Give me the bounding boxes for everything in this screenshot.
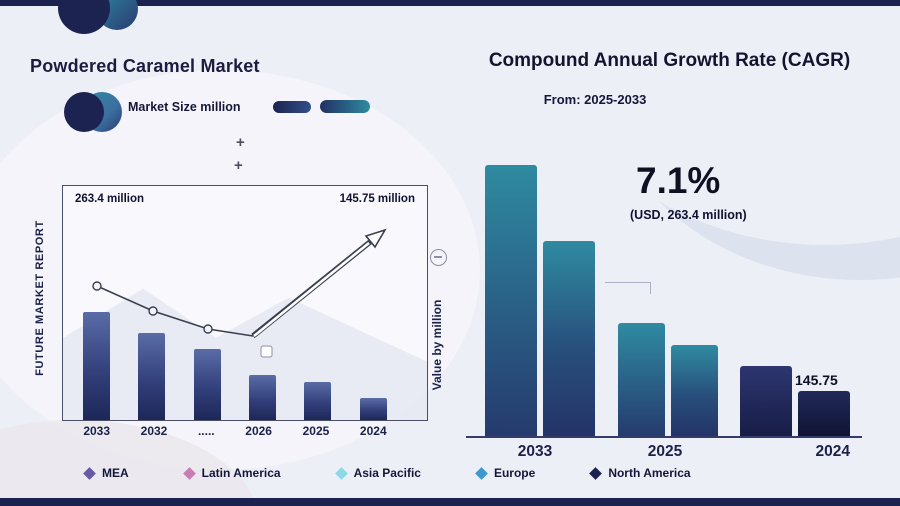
cagr-bar — [543, 241, 595, 437]
right-x-tick: 2024 — [815, 443, 850, 460]
plus-mark-icon: + — [236, 134, 245, 151]
legend-label: Asia Pacific — [353, 466, 421, 480]
cagr-bar — [798, 391, 850, 437]
cagr-value: 7.1% — [636, 160, 721, 201]
decor-pill-navy — [273, 101, 311, 113]
plus-mark-icon: + — [234, 157, 243, 174]
decor-step-line — [605, 282, 651, 294]
left-x-tick: ..... — [197, 424, 215, 438]
left-chart-title: Powdered Caramel Market — [30, 56, 260, 76]
cagr-bar — [740, 366, 792, 437]
bottom-border-strip — [0, 498, 900, 506]
minus-circle-icon — [430, 249, 447, 266]
left-x-tick: 2032 — [140, 424, 168, 438]
left-x-tick: 2024 — [359, 424, 387, 438]
top-border-strip — [0, 0, 900, 6]
legend-diamond-icon — [475, 466, 488, 480]
legend-label: Latin America — [201, 466, 281, 480]
legend-item: Latin America — [182, 466, 281, 480]
legend-label: Europe — [493, 466, 536, 480]
market-size-bar — [249, 375, 277, 420]
legend-diamond-icon — [83, 466, 96, 480]
left-x-tick: 2033 — [83, 424, 111, 438]
market-size-legend-label: Market Size million — [128, 100, 241, 114]
market-size-icon-navy-disc — [64, 92, 104, 132]
legend-item: North America — [589, 466, 691, 480]
legend-item: Europe — [475, 466, 536, 480]
right-x-tick: 2033 — [517, 443, 553, 460]
cagr-period-subtitle: From: 2025-2033 — [543, 92, 647, 107]
future-market-report-label: FUTURE MARKET REPORT — [34, 220, 46, 376]
left-chart-area: 263.4 million 145.75 million — [62, 185, 428, 421]
legend-diamond-icon — [334, 466, 348, 480]
footer-legend: MEA Latin America Asia Pacific Europe North … — [83, 466, 691, 480]
cagr-bar — [617, 323, 665, 437]
legend-diamond-icon — [589, 466, 603, 480]
right-chart-title: Compound Annual Growth Rate (CAGR) — [488, 50, 851, 71]
legend-label: North America — [608, 466, 691, 480]
right-chart-groups — [470, 160, 862, 437]
left-x-tick: 2025 — [302, 424, 330, 438]
value-145-label: 145.75 — [795, 372, 838, 388]
value-by-million-label: Value by million — [430, 299, 444, 391]
market-size-bar — [83, 312, 111, 420]
legend-item: MEA — [83, 466, 129, 480]
left-chart-xlabels: 2033 2032..... 2026 2025 2024 — [62, 424, 428, 438]
market-size-bar — [359, 398, 387, 420]
left-chart-bars — [63, 186, 427, 420]
market-size-bar — [304, 382, 332, 420]
bar-group-2033 — [485, 165, 595, 437]
right-chart-xlabels: 2033 2025 2024 — [470, 443, 862, 461]
bar-group-2025 — [617, 323, 718, 437]
legend-diamond-icon — [182, 466, 196, 480]
market-size-bar — [138, 333, 166, 420]
legend-item: Asia Pacific — [334, 466, 421, 480]
cagr-bar — [485, 165, 537, 437]
bar-group-2024 — [740, 366, 850, 437]
annotation-263-million: 263.4 million — [75, 193, 145, 205]
left-x-tick: 2026 — [245, 424, 272, 438]
market-size-icon — [64, 92, 122, 134]
cagr-usd-note: (USD, 263.4 million) — [630, 208, 747, 222]
market-size-bar — [193, 349, 221, 420]
cagr-bar — [670, 345, 718, 437]
decor-pill-teal — [320, 100, 370, 113]
right-x-tick: 2025 — [647, 443, 683, 460]
right-chart-axis — [466, 436, 862, 438]
legend-label: MEA — [102, 466, 129, 480]
annotation-145-million: 145.75 million — [339, 193, 415, 205]
corner-circle-navy — [58, 0, 110, 34]
